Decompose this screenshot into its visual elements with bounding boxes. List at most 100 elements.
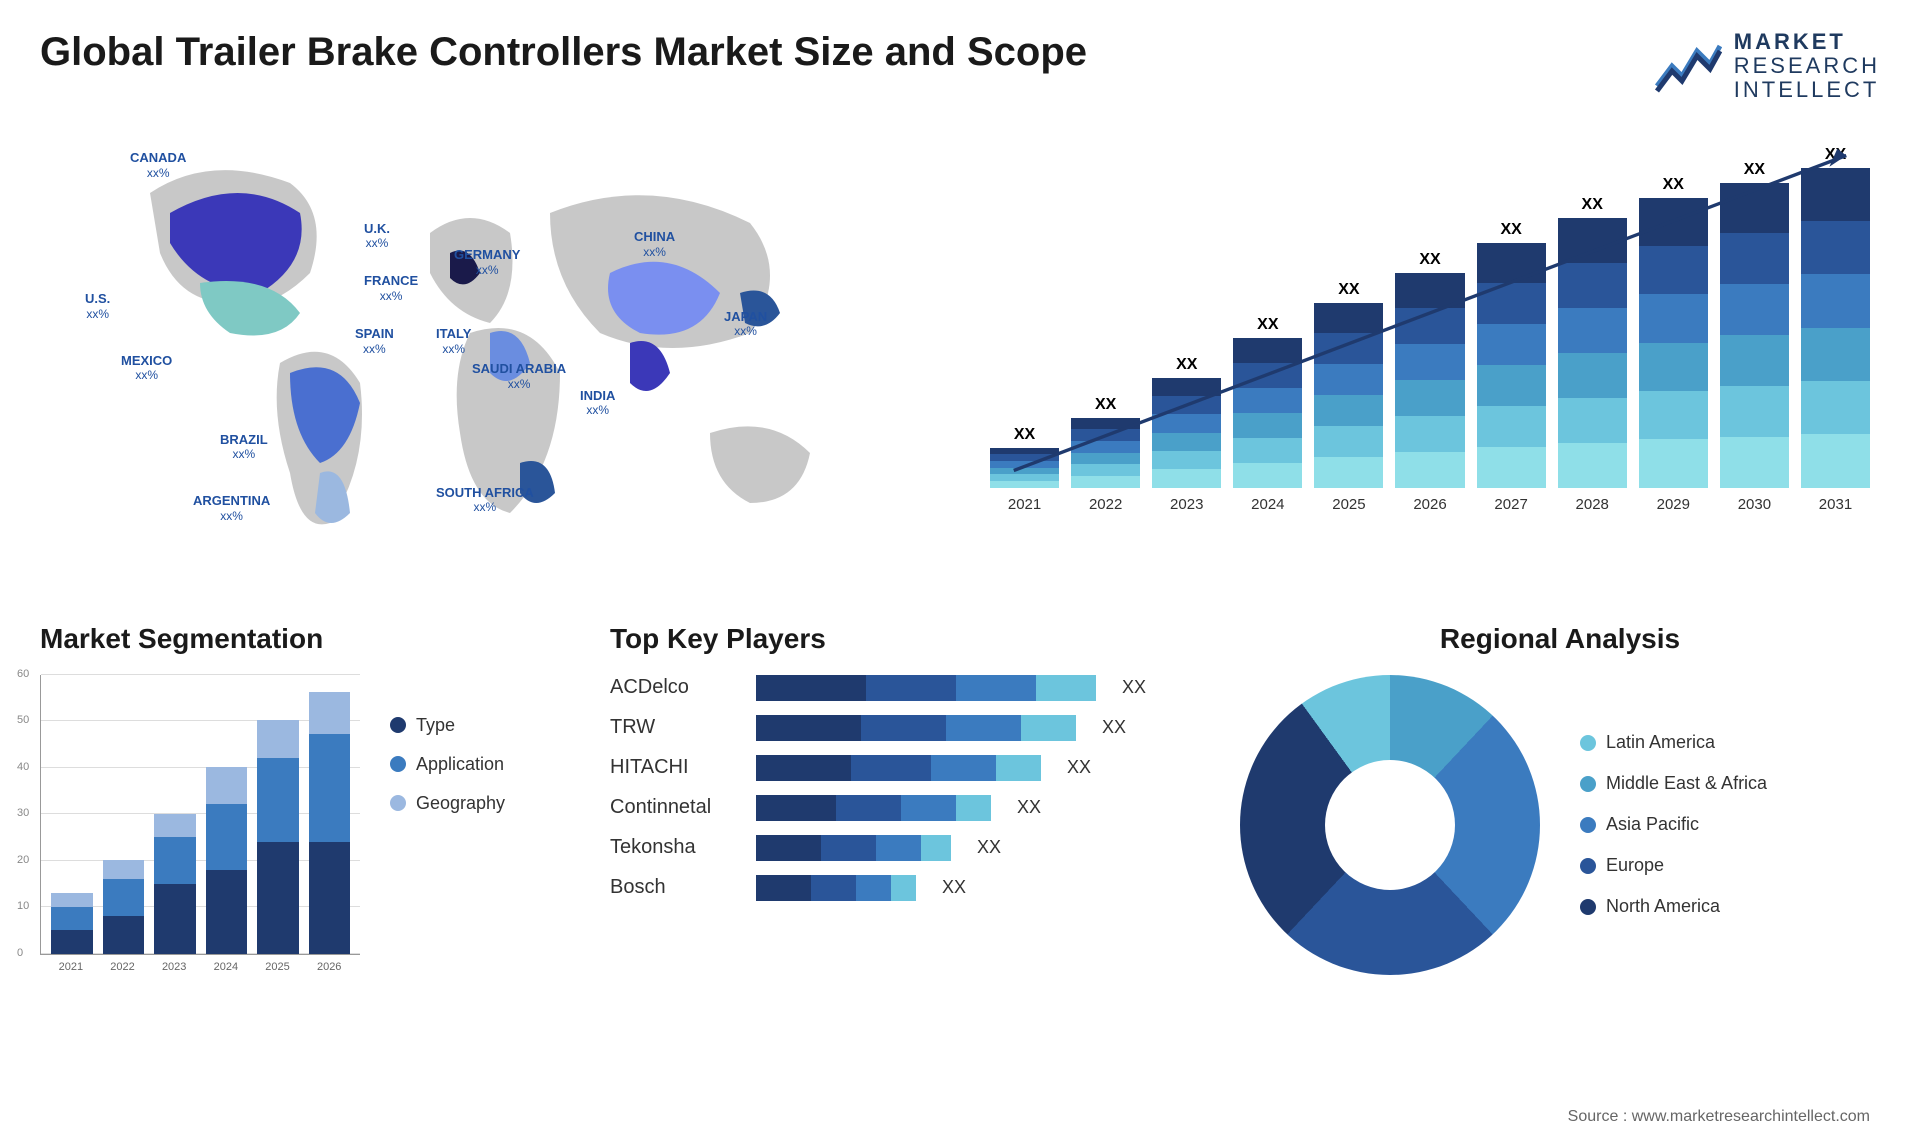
regional-donut bbox=[1240, 675, 1540, 975]
forecast-bar: XX 2024 bbox=[1233, 316, 1302, 513]
legend-item: Geography bbox=[390, 793, 505, 814]
forecast-section: XX 2021 XX 2022 XX 2023 XX 2024 XX 2025 XX 2026 XX 20… bbox=[980, 133, 1880, 573]
top-row: CANADAxx%U.S.xx%MEXICOxx%BRAZILxx%ARGENT… bbox=[40, 133, 1880, 573]
player-value: XX bbox=[1067, 757, 1091, 778]
map-label: ARGENTINAxx% bbox=[193, 493, 270, 523]
map-label: U.K.xx% bbox=[364, 221, 390, 251]
forecast-bar-label: XX bbox=[1338, 281, 1359, 299]
world-map-section: CANADAxx%U.S.xx%MEXICOxx%BRAZILxx%ARGENT… bbox=[40, 133, 940, 573]
segmentation-legend: Type Application Geography bbox=[390, 675, 505, 973]
forecast-bar-label: XX bbox=[1014, 426, 1035, 444]
legend-item: Asia Pacific bbox=[1580, 814, 1767, 835]
forecast-year: 2027 bbox=[1494, 496, 1527, 513]
logo-text-1: MARKET bbox=[1734, 30, 1880, 54]
forecast-bar-label: XX bbox=[1744, 161, 1765, 179]
forecast-bar: XX 2027 bbox=[1477, 221, 1546, 513]
regional-legend: Latin America Middle East & Africa Asia Pa… bbox=[1580, 732, 1767, 917]
forecast-bar-label: XX bbox=[1825, 146, 1846, 164]
logo: MARKET RESEARCH INTELLECT bbox=[1652, 30, 1880, 103]
forecast-year: 2023 bbox=[1170, 496, 1203, 513]
legend-item: Latin America bbox=[1580, 732, 1767, 753]
segmentation-year: 2024 bbox=[205, 961, 247, 973]
segmentation-year: 2022 bbox=[102, 961, 144, 973]
player-value: XX bbox=[1017, 797, 1041, 818]
legend-label: Type bbox=[416, 715, 455, 736]
legend-item: Middle East & Africa bbox=[1580, 773, 1767, 794]
segmentation-bar bbox=[257, 720, 299, 953]
legend-item: Application bbox=[390, 754, 505, 775]
forecast-bar-label: XX bbox=[1176, 356, 1197, 374]
forecast-bar-label: XX bbox=[1500, 221, 1521, 239]
map-label: BRAZILxx% bbox=[220, 432, 268, 462]
segmentation-bar bbox=[309, 692, 351, 953]
forecast-bar: XX 2022 bbox=[1071, 396, 1140, 513]
player-value: XX bbox=[1102, 717, 1126, 738]
header: Global Trailer Brake Controllers Market … bbox=[40, 30, 1880, 103]
forecast-year: 2028 bbox=[1576, 496, 1609, 513]
map-label: CANADAxx% bbox=[130, 150, 186, 180]
regional-section: Regional Analysis Latin America Middle Ea… bbox=[1240, 623, 1880, 975]
player-row: HITACHI XX bbox=[610, 755, 1190, 781]
legend-label: Geography bbox=[416, 793, 505, 814]
legend-label: Application bbox=[416, 754, 504, 775]
forecast-bar-label: XX bbox=[1663, 176, 1684, 194]
legend-label: North America bbox=[1606, 896, 1720, 917]
legend-item: Type bbox=[390, 715, 505, 736]
forecast-year: 2021 bbox=[1008, 496, 1041, 513]
legend-label: Middle East & Africa bbox=[1606, 773, 1767, 794]
legend-item: North America bbox=[1580, 896, 1767, 917]
map-label: SAUDI ARABIAxx% bbox=[472, 361, 566, 391]
segmentation-years: 202120222023202420252026 bbox=[40, 961, 360, 973]
segmentation-year: 2021 bbox=[50, 961, 92, 973]
logo-text-2: RESEARCH bbox=[1734, 54, 1880, 78]
forecast-year: 2030 bbox=[1738, 496, 1771, 513]
player-row: TRWXX bbox=[610, 715, 1190, 741]
forecast-year: 2025 bbox=[1332, 496, 1365, 513]
forecast-year: 2022 bbox=[1089, 496, 1122, 513]
map-label: ITALYxx% bbox=[436, 326, 471, 356]
forecast-bar: XX 2030 bbox=[1720, 161, 1789, 513]
segmentation-chart: 0102030405060 bbox=[40, 675, 360, 955]
forecast-year: 2024 bbox=[1251, 496, 1284, 513]
regional-title: Regional Analysis bbox=[1240, 623, 1880, 655]
segmentation-title: Market Segmentation bbox=[40, 623, 560, 655]
segmentation-year: 2026 bbox=[308, 961, 350, 973]
forecast-bar: XX 2021 bbox=[990, 426, 1059, 513]
legend-label: Asia Pacific bbox=[1606, 814, 1699, 835]
players-title: Top Key Players bbox=[610, 623, 1190, 655]
segmentation-year: 2025 bbox=[257, 961, 299, 973]
segmentation-bar bbox=[103, 860, 145, 953]
forecast-bar-label: XX bbox=[1582, 196, 1603, 214]
map-label: MEXICOxx% bbox=[121, 353, 172, 383]
map-label: FRANCExx% bbox=[364, 273, 418, 303]
player-row: BoschXX bbox=[610, 875, 1190, 901]
forecast-bar: XX 2031 bbox=[1801, 146, 1870, 513]
map-label: SPAINxx% bbox=[355, 326, 394, 356]
segmentation-section: Market Segmentation 0102030405060 2021 20… bbox=[40, 623, 560, 975]
player-value: XX bbox=[1122, 677, 1146, 698]
logo-text-3: INTELLECT bbox=[1734, 78, 1880, 102]
player-value: XX bbox=[977, 837, 1001, 858]
source-text: Source : www.marketresearchintellect.com bbox=[1568, 1108, 1870, 1126]
page-title: Global Trailer Brake Controllers Market … bbox=[40, 30, 1087, 75]
map-label: SOUTH AFRICAxx% bbox=[436, 485, 534, 515]
forecast-year: 2031 bbox=[1819, 496, 1852, 513]
forecast-bar-label: XX bbox=[1419, 251, 1440, 269]
forecast-bar: XX 2023 bbox=[1152, 356, 1221, 513]
forecast-bar-label: XX bbox=[1095, 396, 1116, 414]
logo-icon bbox=[1652, 36, 1722, 96]
forecast-bar: XX 2029 bbox=[1639, 176, 1708, 513]
segmentation-bar bbox=[206, 767, 248, 954]
map-label: JAPANxx% bbox=[724, 309, 767, 339]
players-list: ACDelcoXXTRWXXHITACHIXXContinnetalXXTeko… bbox=[610, 675, 1190, 901]
segmentation-bar bbox=[51, 893, 93, 954]
forecast-bar: XX 2026 bbox=[1395, 251, 1464, 513]
player-name: HITACHI bbox=[610, 756, 740, 779]
forecast-year: 2026 bbox=[1413, 496, 1446, 513]
players-section: Top Key Players ACDelcoXXTRWXXHITACHIXXC… bbox=[610, 623, 1190, 975]
player-row: TekonshaXX bbox=[610, 835, 1190, 861]
forecast-bar-label: XX bbox=[1257, 316, 1278, 334]
forecast-year: 2029 bbox=[1657, 496, 1690, 513]
player-value: XX bbox=[942, 877, 966, 898]
player-name: ACDelco bbox=[610, 676, 740, 699]
